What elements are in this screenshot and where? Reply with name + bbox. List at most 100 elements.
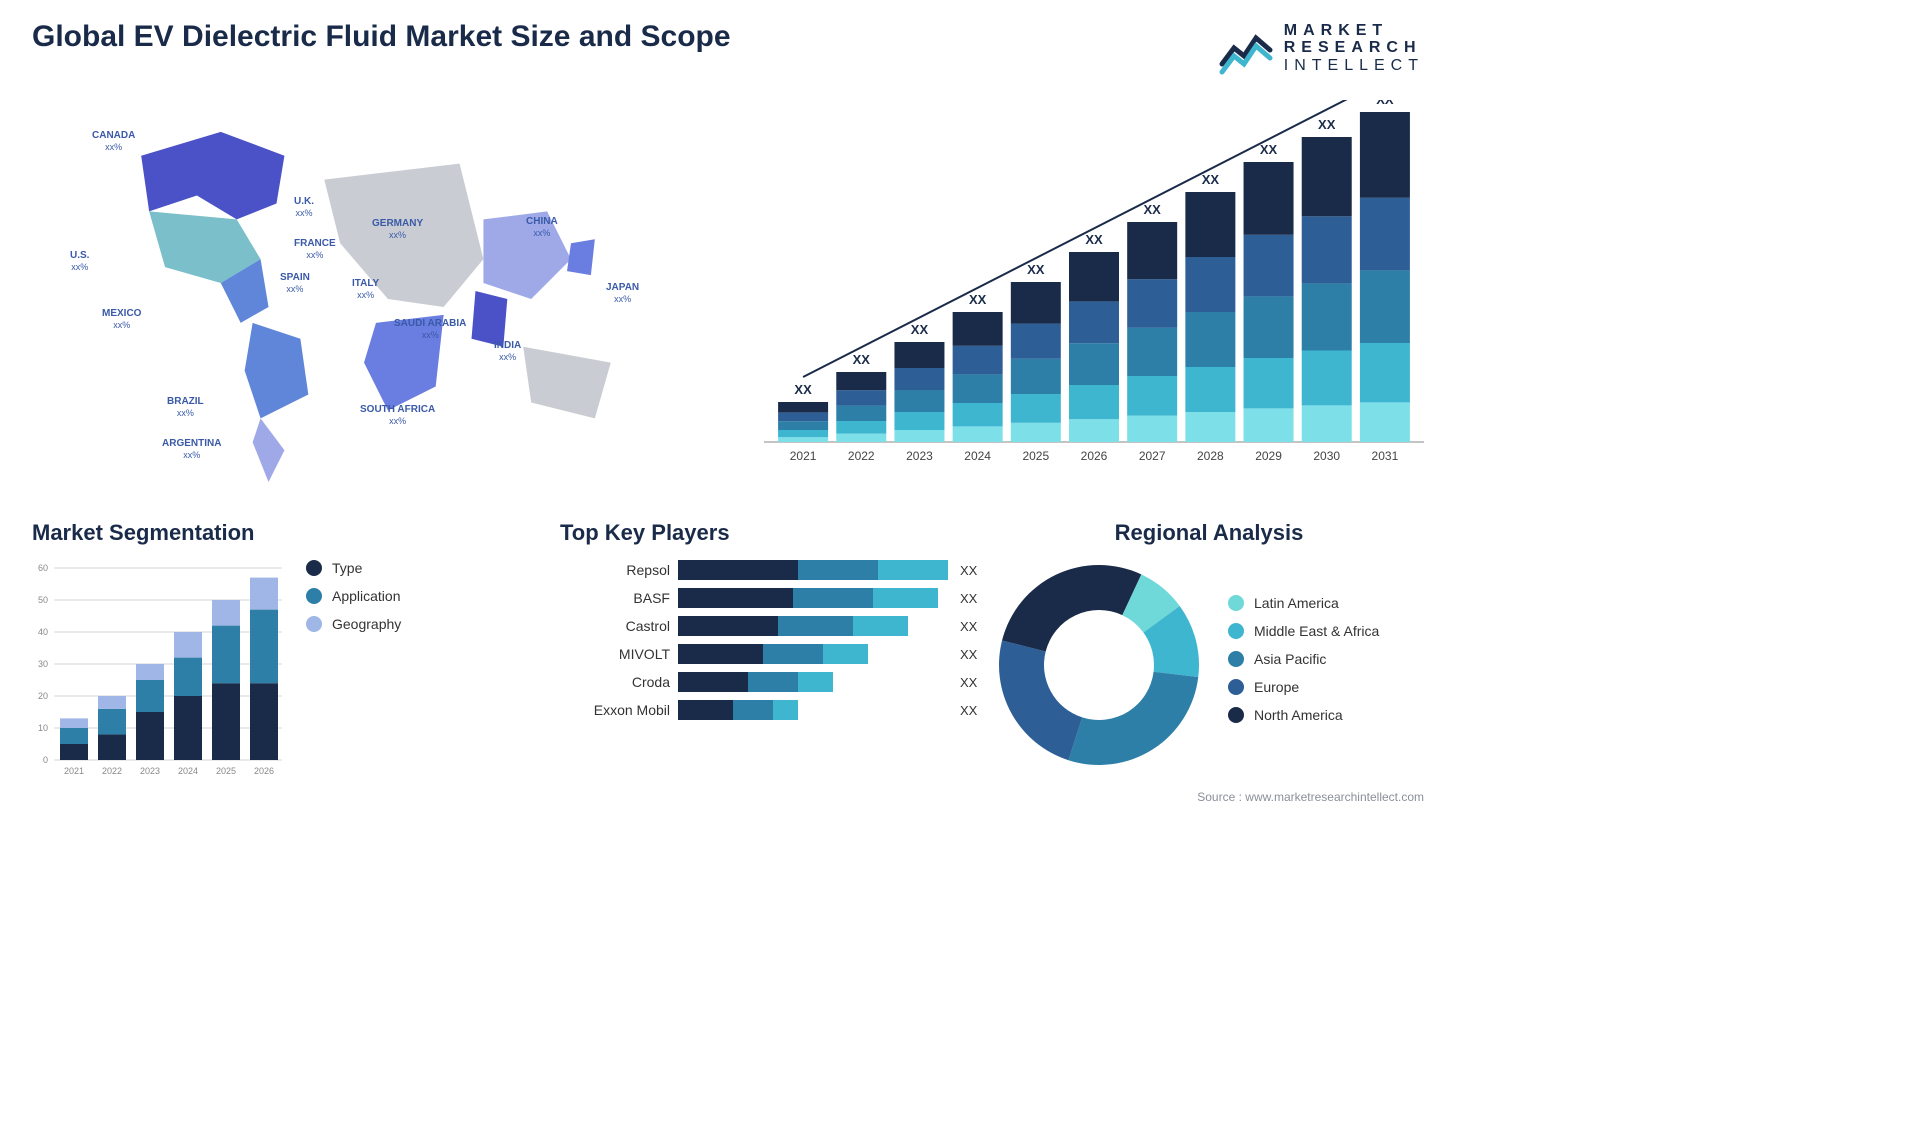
player-bar <box>678 700 952 720</box>
svg-text:2024: 2024 <box>964 449 991 463</box>
player-value: XX <box>960 591 990 606</box>
legend-item: Europe <box>1228 679 1379 695</box>
player-bar-segment <box>793 588 873 608</box>
svg-text:2022: 2022 <box>848 449 875 463</box>
players-panel: Top Key Players RepsolXXBASFXXCastrolXXM… <box>560 520 990 728</box>
map-country-label: ITALYxx% <box>352 278 379 302</box>
player-value: XX <box>960 563 990 578</box>
svg-text:50: 50 <box>38 595 48 605</box>
player-bar <box>678 560 952 580</box>
svg-text:XX: XX <box>1085 232 1103 247</box>
player-bar-segment <box>798 560 878 580</box>
legend-dot-icon <box>306 616 322 632</box>
svg-text:XX: XX <box>911 322 929 337</box>
map-country-label: U.S.xx% <box>70 250 89 274</box>
svg-text:2030: 2030 <box>1313 449 1340 463</box>
regional-legend: Latin AmericaMiddle East & AfricaAsia Pa… <box>1228 595 1379 735</box>
page-title: Global EV Dielectric Fluid Market Size a… <box>32 20 731 54</box>
map-country-label: FRANCExx% <box>294 238 336 262</box>
player-row: Croda XX <box>560 672 990 692</box>
world-map-panel: CANADAxx%U.S.xx%MEXICOxx%BRAZILxx%ARGENT… <box>32 100 712 490</box>
player-name: MIVOLT <box>560 646 670 662</box>
growth-chart: XX2021XX2022XX2023XX2024XX2025XX2026XX20… <box>764 100 1424 470</box>
map-country-label: GERMANYxx% <box>372 218 423 242</box>
player-value: XX <box>960 647 990 662</box>
legend-label: Application <box>332 588 401 604</box>
logo-text: MARKET RESEARCH INTELLECT <box>1284 22 1424 75</box>
player-bar-segment <box>678 560 798 580</box>
svg-text:2023: 2023 <box>140 766 160 776</box>
svg-text:10: 10 <box>38 723 48 733</box>
player-name: Croda <box>560 674 670 690</box>
svg-text:20: 20 <box>38 691 48 701</box>
player-bar-segment <box>853 616 908 636</box>
svg-text:2031: 2031 <box>1372 449 1399 463</box>
svg-text:XX: XX <box>794 382 812 397</box>
legend-label: Latin America <box>1254 595 1339 611</box>
svg-text:XX: XX <box>853 352 871 367</box>
legend-dot-icon <box>1228 623 1244 639</box>
legend-label: Type <box>332 560 362 576</box>
player-bar-segment <box>763 644 823 664</box>
player-row: CastrolXX <box>560 616 990 636</box>
player-row: Exxon MobilXX <box>560 700 990 720</box>
svg-text:XX: XX <box>1202 172 1220 187</box>
legend-item: Application <box>306 588 401 604</box>
legend-dot-icon <box>1228 679 1244 695</box>
svg-text:60: 60 <box>38 563 48 573</box>
player-bar <box>678 616 952 636</box>
player-bar <box>678 588 952 608</box>
player-row: RepsolXX <box>560 560 990 580</box>
player-bar-segment <box>748 672 798 692</box>
player-bar-segment <box>733 700 773 720</box>
svg-text:XX: XX <box>1376 100 1394 107</box>
svg-text:2026: 2026 <box>254 766 274 776</box>
legend-label: Middle East & Africa <box>1254 623 1379 639</box>
player-bar-segment <box>873 588 938 608</box>
legend-item: Geography <box>306 616 401 632</box>
growth-chart-panel: XX2021XX2022XX2023XX2024XX2025XX2026XX20… <box>764 100 1424 470</box>
player-row: MIVOLT XX <box>560 644 990 664</box>
legend-dot-icon <box>306 560 322 576</box>
logo-mark-icon <box>1218 20 1274 76</box>
svg-text:30: 30 <box>38 659 48 669</box>
logo-line2: RESEARCH <box>1284 39 1424 57</box>
segmentation-chart: 0102030405060202120222023202420252026 <box>32 560 282 780</box>
player-value: XX <box>960 675 990 690</box>
legend-dot-icon <box>306 588 322 604</box>
map-country-label: MEXICOxx% <box>102 308 141 332</box>
svg-text:2021: 2021 <box>790 449 817 463</box>
segmentation-title: Market Segmentation <box>32 520 442 546</box>
map-country-label: CANADAxx% <box>92 130 135 154</box>
player-bar-segment <box>678 616 778 636</box>
legend-label: Geography <box>332 616 401 632</box>
player-bar-segment <box>678 672 748 692</box>
map-country-label: INDIAxx% <box>494 340 521 364</box>
player-bar-segment <box>823 644 868 664</box>
map-country-label: BRAZILxx% <box>167 396 204 420</box>
legend-label: Europe <box>1254 679 1299 695</box>
map-country-label: SAUDI ARABIAxx% <box>394 318 466 342</box>
legend-item: Middle East & Africa <box>1228 623 1379 639</box>
players-list: RepsolXXBASFXXCastrolXXMIVOLTXXCrodaXXEx… <box>560 560 990 720</box>
legend-item: Latin America <box>1228 595 1379 611</box>
player-value: XX <box>960 619 990 634</box>
svg-text:2027: 2027 <box>1139 449 1166 463</box>
player-value: XX <box>960 703 990 718</box>
player-bar <box>678 672 952 692</box>
player-bar-segment <box>678 588 793 608</box>
player-bar-segment <box>878 560 948 580</box>
regional-title: Regional Analysis <box>994 520 1424 546</box>
player-bar-segment <box>773 700 798 720</box>
player-name: BASF <box>560 590 670 606</box>
map-country-label: U.K.xx% <box>294 196 314 220</box>
player-bar-segment <box>678 700 733 720</box>
svg-text:2021: 2021 <box>64 766 84 776</box>
svg-text:2023: 2023 <box>906 449 933 463</box>
map-country-label: JAPANxx% <box>606 282 639 306</box>
logo-line3: INTELLECT <box>1284 57 1424 75</box>
legend-item: Type <box>306 560 401 576</box>
svg-text:XX: XX <box>969 292 987 307</box>
brand-logo: MARKET RESEARCH INTELLECT <box>1218 20 1424 76</box>
svg-text:2025: 2025 <box>216 766 236 776</box>
